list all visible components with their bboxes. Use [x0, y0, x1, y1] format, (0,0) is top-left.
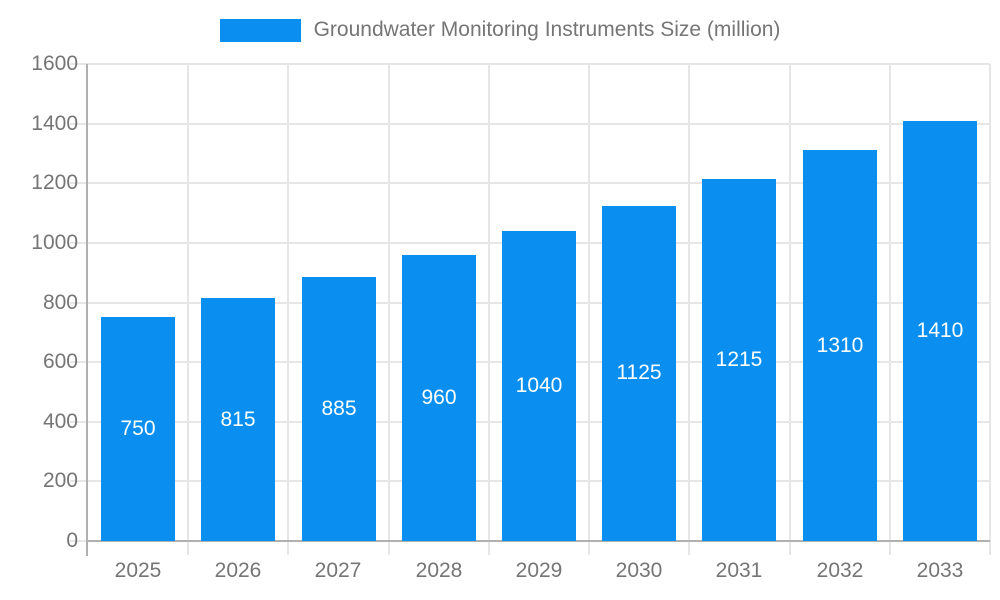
bar[interactable] [402, 254, 476, 541]
bar-value-label: 1040 [515, 374, 563, 397]
legend-swatch[interactable] [219, 18, 301, 42]
x-gridline [387, 64, 390, 541]
y-axis-label: 1200 [31, 171, 78, 195]
y-axis-label: 0 [66, 529, 78, 552]
x-gridline [989, 64, 991, 541]
x-gridline [187, 64, 190, 541]
x-axis-tick [888, 541, 891, 555]
x-gridline [487, 64, 490, 541]
y-axis-label: 1000 [31, 230, 78, 254]
y-axis-line [86, 64, 88, 556]
x-axis-tick [588, 541, 591, 555]
y-axis-tick [70, 480, 88, 483]
bar[interactable] [502, 230, 576, 541]
bar-value-label: 815 [220, 408, 256, 431]
y-axis-tick [70, 361, 88, 364]
legend-label[interactable]: Groundwater Monitoring Instruments Size … [313, 18, 781, 41]
x-axis-tick [487, 541, 490, 555]
x-axis-tick [788, 541, 791, 555]
x-axis-label: 2029 [515, 559, 563, 582]
y-axis-label: 200 [42, 469, 78, 493]
bar-value-label: 1410 [916, 319, 964, 342]
x-axis-label: 2025 [114, 559, 162, 582]
x-gridline [888, 64, 891, 541]
y-axis-tick [70, 182, 88, 185]
x-axis-tick [187, 541, 190, 555]
x-axis-tick [688, 541, 691, 555]
x-axis-label: 2028 [415, 559, 463, 582]
x-gridline [788, 64, 791, 541]
y-axis-label: 1400 [31, 111, 78, 135]
y-axis-label: 800 [42, 290, 78, 314]
y-axis-label: 400 [42, 409, 78, 433]
y-axis-tick [70, 540, 88, 542]
x-axis-label: 2027 [314, 559, 362, 582]
y-axis-tick [70, 241, 88, 244]
bar[interactable] [702, 178, 776, 541]
bar-value-label: 885 [321, 397, 357, 420]
y-axis-tick [70, 122, 88, 125]
y-axis-label: 1600 [31, 52, 78, 75]
bar-value-label: 1125 [616, 361, 662, 384]
y-axis-tick [70, 420, 88, 423]
x-axis-label: 2031 [715, 559, 763, 582]
x-axis-label: 2033 [916, 559, 964, 582]
bar-value-label: 1215 [715, 348, 763, 371]
x-gridline [588, 64, 591, 541]
bar[interactable] [803, 150, 877, 541]
bar[interactable] [101, 317, 175, 541]
x-axis-label: 2030 [615, 559, 663, 582]
x-axis-tick [387, 541, 390, 555]
bar[interactable] [302, 277, 376, 541]
y-axis-tick [70, 301, 88, 304]
x-axis-line [86, 540, 990, 542]
bar[interactable] [903, 120, 977, 541]
x-axis-tick [287, 541, 290, 555]
y-gridline [88, 63, 990, 65]
legend[interactable]: Groundwater Monitoring Instruments Size … [0, 17, 1000, 43]
x-gridline [287, 64, 290, 541]
bar-value-label: 960 [421, 386, 457, 409]
x-axis-label: 2032 [816, 559, 864, 582]
y-axis-tick [70, 63, 88, 65]
bar[interactable] [201, 298, 275, 541]
bar[interactable] [602, 205, 676, 541]
y-gridline [88, 182, 990, 185]
x-axis-tick [989, 541, 991, 555]
x-gridline [688, 64, 691, 541]
y-gridline [88, 122, 990, 125]
bar-value-label: 1310 [816, 334, 864, 357]
y-axis-label: 600 [42, 350, 78, 374]
x-axis-label: 2026 [214, 559, 262, 582]
bar-value-label: 750 [120, 417, 156, 440]
